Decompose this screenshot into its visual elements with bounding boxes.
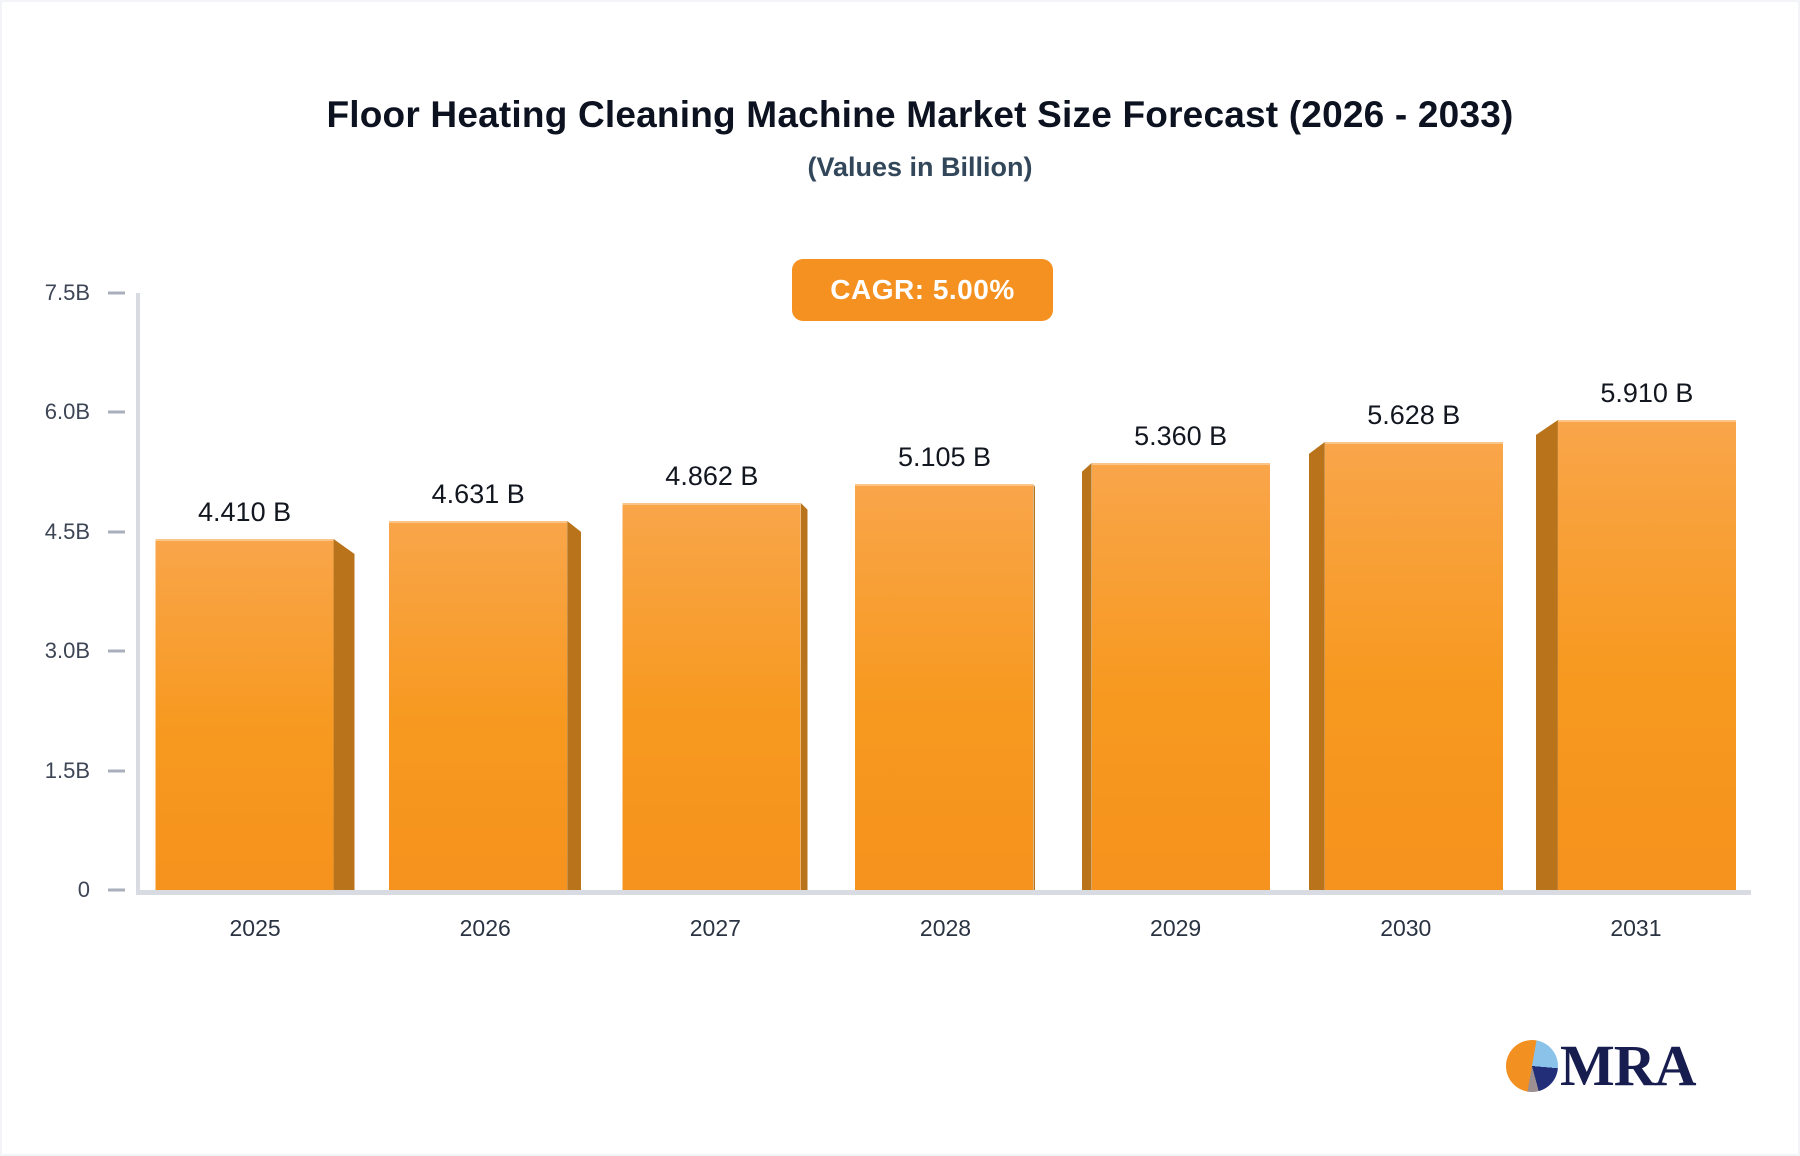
y-axis-tick-label: 6.0B: [44, 399, 90, 425]
bar-value-label: 4.631 B: [431, 479, 525, 509]
bar-slot-2028: 5.105 B 2028: [830, 293, 1060, 941]
bar-value-label: 5.910 B: [1600, 378, 1694, 408]
bar-side-shading: [1535, 420, 1558, 890]
bar-slot-2029: 5.360 B 2029: [1061, 293, 1291, 941]
bar-value-label: 4.862 B: [665, 461, 759, 491]
bar-slot-2031: 5.910 B 2031: [1521, 293, 1751, 941]
y-axis-tick-mark: [108, 410, 125, 414]
x-axis-label-2029: 2029: [1150, 915, 1202, 941]
y-axis-tick-mark: [108, 769, 125, 773]
bar-side-shading: [800, 503, 808, 890]
y-axis-tick-mark: [108, 291, 125, 295]
y-axis-tick-label: 1.5B: [44, 757, 90, 783]
bar-slot-2027: 4.862 B 2027: [600, 293, 830, 941]
bar-slot-2026: 4.631 B 2026: [370, 293, 600, 941]
bar-side-shading: [567, 521, 582, 890]
y-axis-tick-label: 3.0B: [44, 638, 90, 664]
cagr-badge-row: CAGR: 5.00%: [2, 259, 1798, 321]
y-axis-tick-label: 4.5B: [44, 518, 90, 544]
bar-2028[interactable]: 5.105 B: [855, 442, 1036, 890]
x-axis-label-2031: 2031: [1610, 915, 1662, 941]
bar-side-shading: [1033, 484, 1036, 890]
bar-value-label: 5.105 B: [897, 442, 992, 472]
bar-slot-2030: 5.628 B 2030: [1291, 293, 1521, 941]
bar-2031[interactable]: 5.910 B: [1535, 378, 1736, 890]
bar-face[interactable]: [855, 484, 1034, 890]
y-axis-tick-mark: [108, 649, 125, 653]
bar-2025[interactable]: 4.410 B: [155, 497, 355, 890]
bar-value-label: 5.628 B: [1367, 400, 1461, 430]
bar-value-label: 5.360 B: [1134, 421, 1228, 451]
bar-face[interactable]: [389, 521, 568, 890]
y-axis-tick-mark: [108, 530, 125, 534]
logo-text: MRA: [1560, 1033, 1697, 1098]
bar-face[interactable]: [1091, 463, 1270, 890]
bar-2029[interactable]: 5.360 B: [1081, 421, 1270, 890]
bar-chart-plot-area: 4.410 B 2025 4.631 B 2026 4.862 B 2027 5.105 B…: [45, 280, 1751, 941]
x-axis-label-2030: 2030: [1380, 915, 1432, 941]
bar-face[interactable]: [155, 539, 334, 890]
bar-2026[interactable]: 4.631 B: [389, 479, 582, 890]
y-axis-tick-label: 0: [77, 877, 90, 902]
bar-2030[interactable]: 5.628 B: [1308, 400, 1503, 890]
bar-face[interactable]: [622, 503, 801, 890]
bar-face[interactable]: [1324, 442, 1503, 890]
bar-side-shading: [1308, 442, 1325, 890]
chart-title: Floor Heating Cleaning Machine Market Si…: [326, 94, 1514, 135]
cagr-badge: CAGR: 5.00%: [792, 259, 1053, 321]
y-axis-tick-label: 7.5B: [44, 280, 90, 305]
bar-side-shading: [333, 539, 355, 890]
bar-side-shading: [1081, 463, 1092, 890]
bar-value-label: 4.410 B: [198, 497, 292, 527]
bar-2027[interactable]: 4.862 B: [622, 461, 808, 890]
x-axis-label-2027: 2027: [689, 915, 741, 941]
y-axis-tick-mark: [108, 888, 125, 892]
chart-subtitle: (Values in Billion): [807, 152, 1033, 182]
bar-slot-2025: 4.410 B 2025: [140, 293, 370, 941]
bars-row: 4.410 B 2025 4.631 B 2026 4.862 B 2027 5.105 B…: [140, 293, 1751, 941]
mra-logo: MRA: [1506, 1033, 1697, 1098]
chart-header: Floor Heating Cleaning Machine Market Si…: [2, 94, 1798, 183]
pie-chart-logo-icon: [1506, 1040, 1558, 1092]
x-axis-label-2025: 2025: [229, 915, 281, 941]
x-axis-label-2026: 2026: [459, 915, 511, 941]
bar-face[interactable]: [1557, 420, 1736, 890]
x-axis-label-2028: 2028: [919, 915, 972, 941]
